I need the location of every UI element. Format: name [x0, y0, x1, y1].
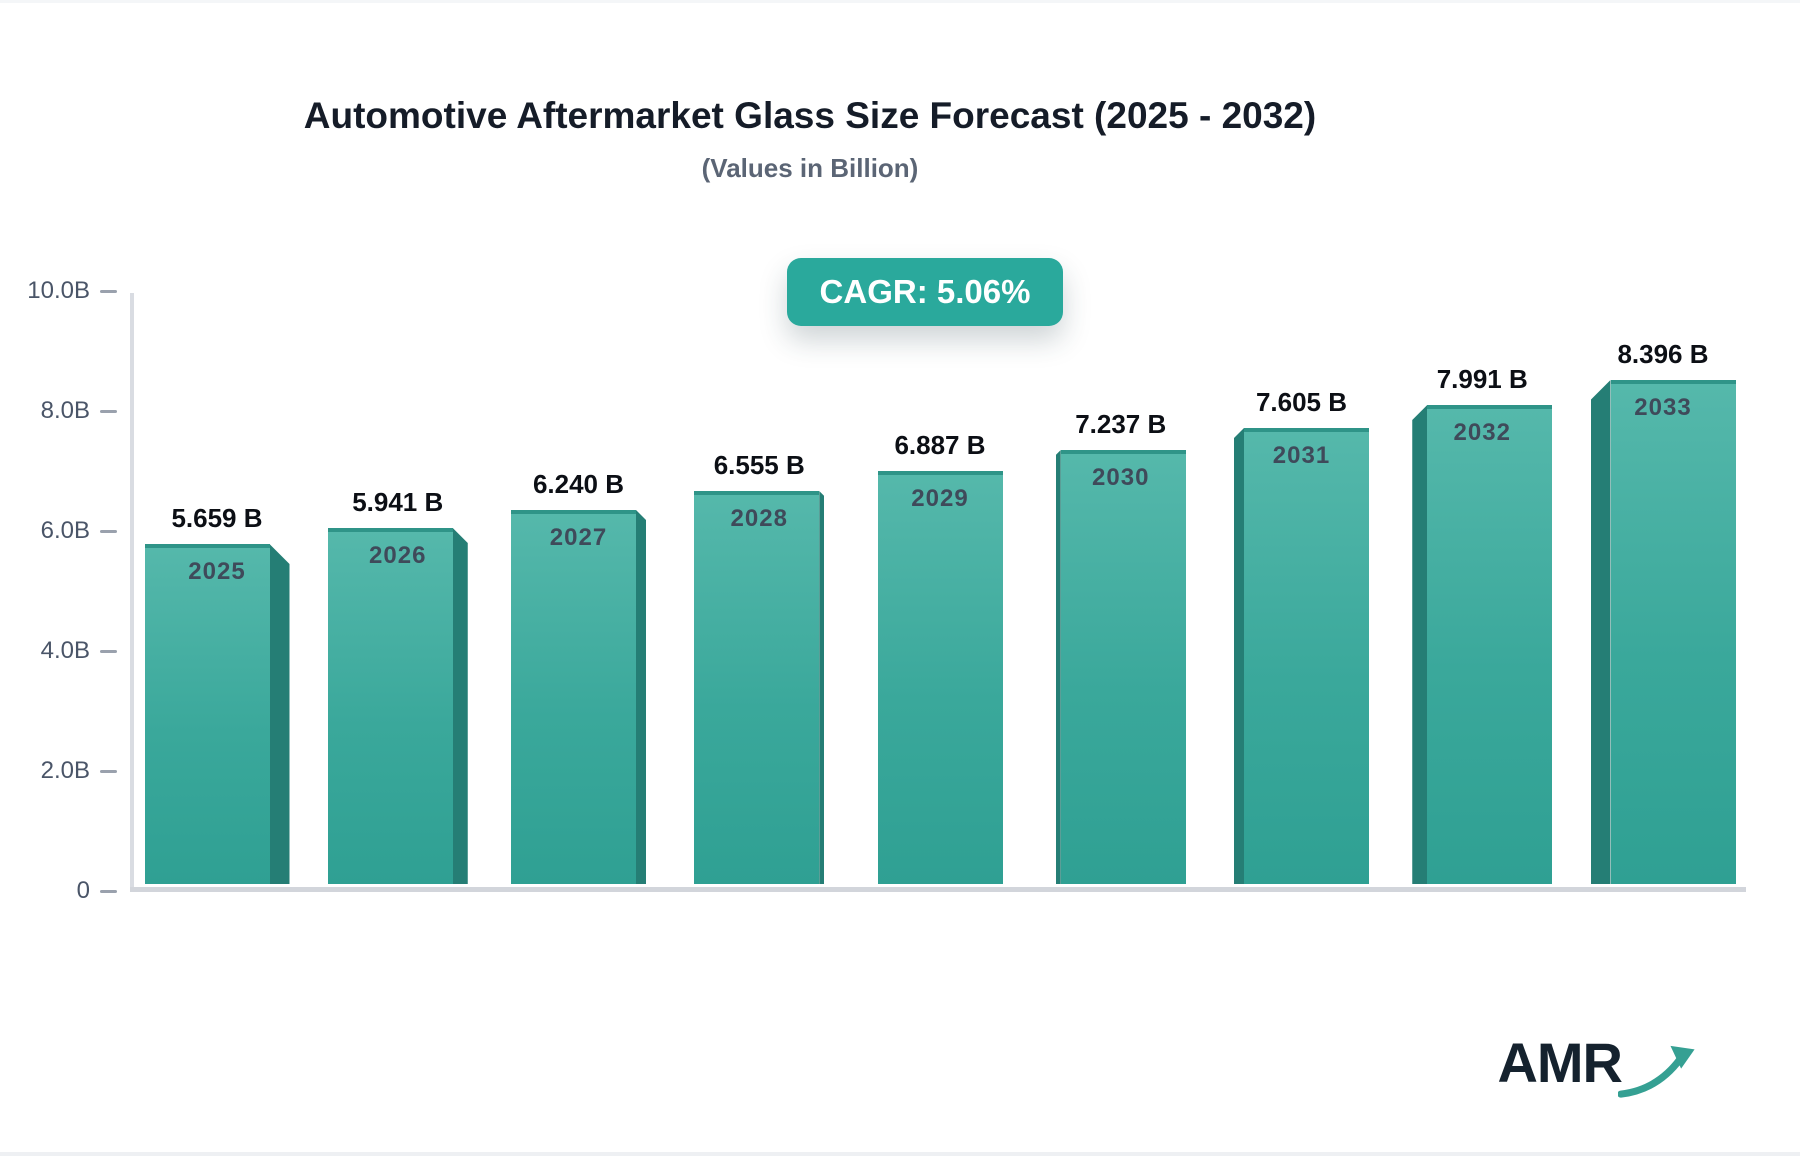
- x-axis-label: 2030: [1092, 464, 1150, 491]
- y-axis-tick-label: 6.0B: [40, 517, 90, 544]
- bar-face: [144, 544, 270, 884]
- bar-face: [1244, 428, 1369, 884]
- y-axis-tick-label: 0: [76, 877, 90, 904]
- chart-subtitle: (Values in Billion): [701, 153, 919, 183]
- cagr-badge: CAGR: 5.06%: [787, 258, 1063, 326]
- bar-face: [1427, 405, 1553, 884]
- bar: [1234, 428, 1369, 884]
- x-axis-label: 2031: [1272, 442, 1331, 469]
- y-axis-tick: [100, 290, 117, 293]
- x-axis-label: 2032: [1453, 419, 1511, 446]
- bar: [1055, 450, 1186, 884]
- bar-side: [269, 544, 290, 884]
- bar-side: [1055, 450, 1061, 884]
- bar-value-label: 6.555 B: [713, 450, 805, 480]
- y-axis-tick-label: 4.0B: [40, 637, 90, 664]
- bar-side: [1590, 380, 1611, 884]
- bar-group: 5.941 B 2026: [323, 487, 473, 884]
- bar: [694, 491, 825, 884]
- bar-face: [1060, 450, 1186, 884]
- bar-value-label: 5.941 B: [352, 487, 444, 517]
- bar: [1412, 405, 1553, 884]
- y-axis-tick: [100, 410, 117, 413]
- chart-header: Automotive Aftermarket Glass Size Foreca…: [0, 95, 1620, 184]
- x-axis-label: 2033: [1634, 394, 1692, 421]
- x-axis-label: 2027: [549, 524, 608, 551]
- bar-face: [327, 528, 453, 884]
- growth-arrow-icon: [1618, 1045, 1695, 1098]
- bar-group: 7.237 B 2030: [1046, 409, 1196, 884]
- bar-face: [694, 491, 820, 884]
- bar-side: [452, 528, 468, 884]
- y-axis-tick: [100, 530, 117, 533]
- bar-value-label: 8.396 B: [1617, 339, 1709, 369]
- bar-value-label: 6.240 B: [532, 469, 625, 499]
- bar-value-label: 7.237 B: [1075, 409, 1167, 439]
- bar-face: [1610, 380, 1736, 884]
- y-axis-line: [130, 293, 134, 891]
- bar-side: [819, 491, 825, 884]
- bar: [877, 471, 1003, 884]
- y-axis-tick-label: 10.0B: [27, 277, 90, 304]
- bar-group: 6.555 B 2028: [684, 450, 834, 884]
- bar-value-label: 7.605 B: [1255, 387, 1348, 417]
- bar-group: 7.991 B 2032: [1407, 364, 1557, 884]
- bar: [1590, 380, 1736, 884]
- x-axis-line: [130, 887, 1746, 892]
- bar: [144, 544, 290, 884]
- y-axis-tick-label: 2.0B: [40, 757, 90, 784]
- x-axis-label: 2028: [730, 505, 788, 532]
- bar-group: 6.240 B 2027: [504, 469, 654, 884]
- bar-group: 8.396 B 2033: [1588, 339, 1738, 884]
- chart-title: Automotive Aftermarket Glass Size Foreca…: [303, 95, 1317, 136]
- bar-value-label: 6.887 B: [894, 430, 986, 460]
- bar-face: [511, 510, 636, 884]
- bar-side: [1234, 428, 1244, 884]
- bar-group: 6.887 B 2029: [865, 430, 1015, 884]
- y-axis-tick: [100, 650, 117, 653]
- bar-face: [877, 471, 1003, 884]
- plot-area: 5.659 B 2025 5.941 B 2026 6.240 B 2027 6.555 B…: [142, 339, 1738, 884]
- bar-group: 7.605 B 2031: [1227, 387, 1377, 884]
- x-axis-label: 2029: [911, 485, 969, 512]
- bar-value-label: 7.991 B: [1436, 364, 1528, 394]
- amr-logo: AMR: [1497, 1035, 1696, 1103]
- y-axis-tick: [100, 770, 117, 773]
- bar: [511, 510, 646, 884]
- y-axis-tick-label: 8.0B: [40, 397, 90, 424]
- bar-value-label: 5.659 B: [171, 503, 263, 533]
- bar: [327, 528, 468, 884]
- bar-side: [1412, 405, 1428, 884]
- x-axis-label: 2026: [369, 542, 427, 569]
- bar-group: 5.659 B 2025: [142, 503, 292, 884]
- y-axis-tick: [100, 890, 117, 893]
- bar-side: [636, 510, 646, 884]
- x-axis-label: 2025: [188, 558, 246, 585]
- amr-logo-text: AMR: [1497, 1031, 1623, 1094]
